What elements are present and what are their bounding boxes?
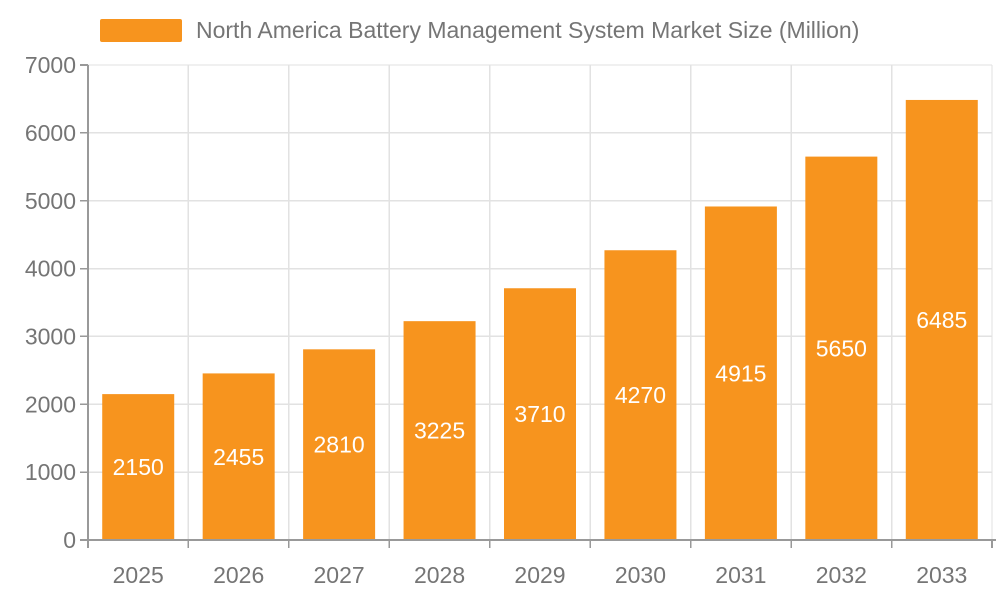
x-axis-label: 2032 xyxy=(816,562,867,588)
y-axis-label: 0 xyxy=(63,527,76,553)
y-axis-label: 1000 xyxy=(25,459,76,485)
y-axis-label: 2000 xyxy=(25,391,76,417)
bar-2025[interactable] xyxy=(102,394,175,540)
bar-value-label: 3710 xyxy=(514,401,565,427)
bar-2028[interactable] xyxy=(403,321,476,540)
bar-value-label: 5650 xyxy=(816,335,867,361)
bar-value-label: 6485 xyxy=(916,307,967,333)
bar-value-label: 4915 xyxy=(715,360,766,386)
bar-value-label: 3225 xyxy=(414,418,465,444)
legend-label: North America Battery Management System … xyxy=(196,17,860,43)
chart-legend[interactable]: North America Battery Management System … xyxy=(100,17,859,44)
x-axis-label: 2030 xyxy=(615,562,666,588)
legend-swatch xyxy=(100,19,182,42)
bar-2033[interactable] xyxy=(905,99,978,541)
bar-value-label: 4270 xyxy=(615,382,666,408)
bar-2029[interactable] xyxy=(504,288,576,540)
bar-value-label: 2150 xyxy=(113,454,164,480)
bar-2031[interactable] xyxy=(704,206,777,540)
x-axis-label: 2028 xyxy=(414,562,465,588)
x-axis-label: 2026 xyxy=(213,562,264,588)
bar-2032[interactable] xyxy=(805,156,878,540)
bar-2027[interactable] xyxy=(303,349,376,540)
x-axis-label: 2029 xyxy=(514,562,565,588)
x-axis-label: 2033 xyxy=(916,562,967,588)
y-axis-label: 5000 xyxy=(25,188,76,214)
x-axis-label: 2027 xyxy=(314,562,365,588)
x-axis-label: 2025 xyxy=(113,562,164,588)
bar-value-label: 2810 xyxy=(314,432,365,458)
y-axis-label: 4000 xyxy=(25,256,76,282)
bar-value-label: 2455 xyxy=(213,444,264,470)
bar-2030[interactable] xyxy=(604,250,677,540)
y-axis-label: 6000 xyxy=(25,120,76,146)
x-axis-label: 2031 xyxy=(715,562,766,588)
y-axis-label: 7000 xyxy=(25,52,76,78)
y-axis-label: 3000 xyxy=(25,323,76,349)
bar-2026[interactable] xyxy=(202,373,275,540)
